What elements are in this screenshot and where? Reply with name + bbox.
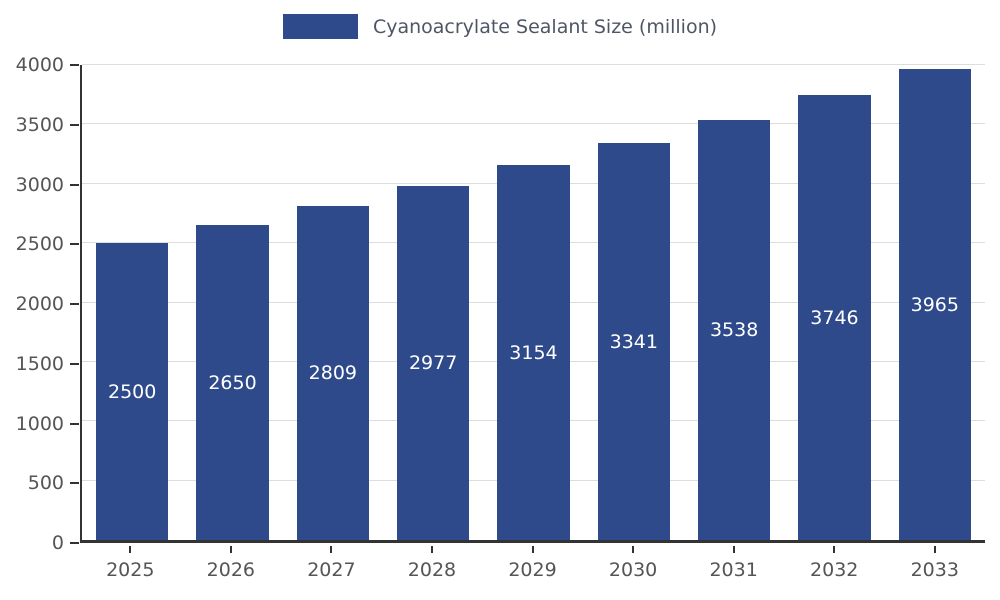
y-tick-mark — [70, 482, 79, 485]
x-tick-label: 2028 — [407, 559, 457, 581]
bar-2031: 3538 — [698, 119, 771, 540]
bar-2030: 3341 — [597, 143, 670, 540]
y-tick-mark — [70, 183, 79, 186]
y-tick-label: 2000 — [15, 293, 64, 315]
bar-band: 3965 — [885, 65, 985, 540]
y-tick-label: 500 — [27, 472, 64, 495]
bar-2026: 2650 — [196, 225, 269, 540]
x-band: 2025 — [80, 546, 181, 594]
y-axis-ticks — [70, 64, 79, 544]
bar-band: 2500 — [82, 65, 182, 540]
bar-value-label: 3538 — [709, 318, 759, 341]
bar-band: 3538 — [684, 65, 784, 540]
y-tick-mark — [70, 303, 79, 305]
bar-2032: 3746 — [798, 95, 871, 540]
y-tick-mark — [70, 422, 79, 425]
y-axis-labels: 0 500 1000 1500 2000 2500 3000 3500 4000 — [0, 54, 64, 554]
x-tick-mark — [632, 546, 635, 553]
x-tick-label: 2027 — [307, 559, 356, 581]
bar-2033: 3965 — [898, 69, 971, 540]
y-tick-label: 1500 — [15, 352, 64, 375]
x-tick-mark — [229, 546, 232, 553]
x-tick-label: 2025 — [106, 559, 155, 581]
y-tick-label: 3000 — [15, 173, 64, 196]
x-tick-mark — [430, 546, 433, 553]
x-tick-mark — [732, 546, 735, 553]
bar-2029: 3154 — [497, 165, 570, 540]
legend: Cyanoacrylate Sealant Size (million) — [0, 14, 1000, 39]
plot-area: 2500 2650 2809 2977 3154 3341 3538 3746 3965 — [80, 64, 985, 543]
x-tick-mark — [933, 546, 936, 553]
bar-2025: 2500 — [96, 243, 169, 540]
x-band: 2026 — [181, 546, 282, 594]
x-tick-label: 2026 — [206, 559, 256, 581]
x-axis-labels: 2025 2026 2027 2028 2029 2030 2031 2032 2033 — [80, 546, 985, 594]
y-tick-mark — [70, 64, 79, 66]
x-tick-mark — [129, 546, 132, 553]
y-tick-label: 3500 — [15, 113, 64, 136]
y-tick-mark — [70, 362, 79, 365]
bar-value-label: 2809 — [308, 362, 357, 385]
y-tick-mark — [70, 123, 79, 126]
x-tick-mark — [330, 546, 333, 553]
bar-band: 3341 — [584, 65, 684, 540]
bar-value-label: 3965 — [910, 293, 959, 316]
bar-band: 2650 — [182, 65, 282, 540]
bar-2027: 2809 — [296, 206, 369, 540]
x-band: 2030 — [583, 546, 684, 594]
gridline — [82, 64, 985, 65]
x-tick-label: 2033 — [910, 559, 959, 581]
bar-value-label: 3154 — [509, 341, 558, 364]
x-band: 2032 — [784, 546, 885, 594]
bar-value-label: 2977 — [408, 352, 458, 375]
x-band: 2028 — [382, 546, 483, 594]
y-tick-label: 2500 — [15, 233, 64, 256]
y-tick-mark — [70, 243, 79, 246]
y-tick-mark — [70, 542, 79, 544]
bar-band: 3154 — [483, 65, 583, 540]
x-tick-mark — [531, 546, 534, 553]
bar-band: 3746 — [784, 65, 884, 540]
bar-value-label: 3341 — [609, 330, 658, 353]
bar-value-label: 3746 — [810, 306, 859, 329]
gridline — [82, 123, 985, 125]
x-tick-label: 2030 — [608, 559, 658, 581]
y-tick-label: 0 — [51, 532, 64, 554]
bars: 2500 2650 2809 2977 3154 3341 3538 3746 3965 — [82, 65, 985, 540]
bar-value-label: 2500 — [107, 380, 157, 403]
y-tick-label: 1000 — [15, 412, 64, 435]
bar-value-label: 2650 — [208, 371, 257, 394]
bar-band: 2977 — [383, 65, 483, 540]
bar-2028: 2977 — [397, 186, 470, 540]
x-tick-label: 2031 — [709, 559, 758, 581]
x-band: 2029 — [482, 546, 583, 594]
bar-band: 2809 — [283, 65, 383, 540]
x-band: 2031 — [683, 546, 784, 594]
legend-swatch — [282, 14, 358, 39]
x-band: 2027 — [281, 546, 382, 594]
x-tick-label: 2032 — [810, 559, 859, 581]
legend-label: Cyanoacrylate Sealant Size (million) — [372, 15, 718, 38]
x-tick-label: 2029 — [508, 559, 557, 581]
x-band: 2033 — [885, 546, 986, 594]
y-tick-label: 4000 — [15, 54, 64, 76]
x-tick-mark — [833, 546, 836, 553]
